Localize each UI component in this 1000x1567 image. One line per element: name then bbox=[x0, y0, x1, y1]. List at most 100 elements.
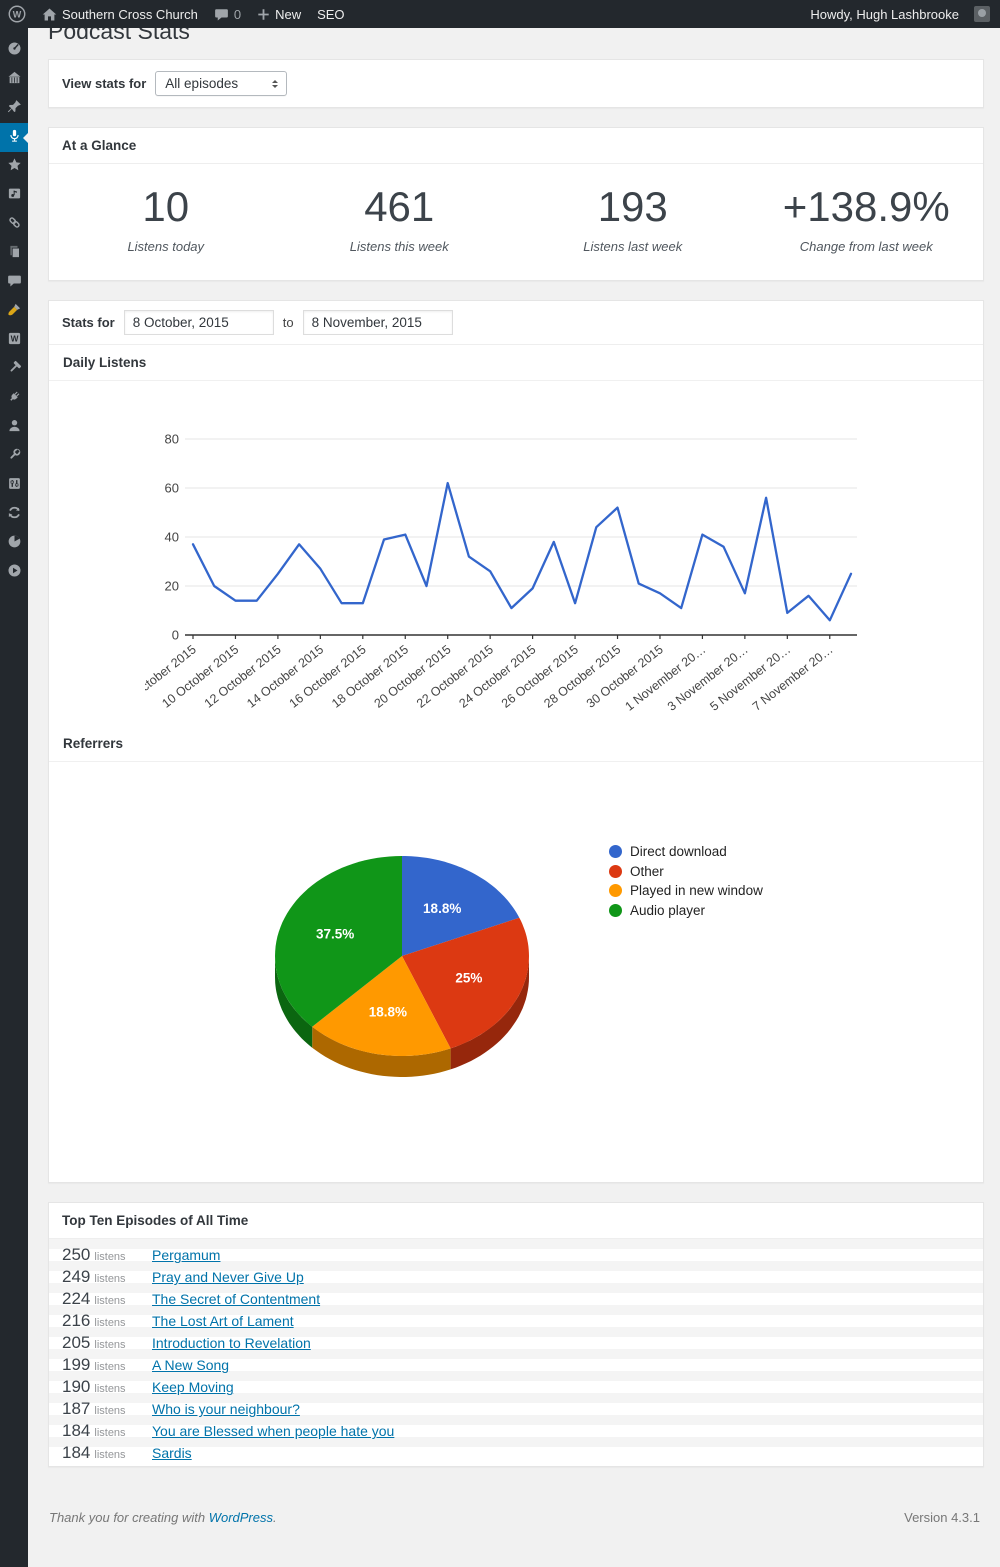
footer-thanks-text: Thank you for creating with bbox=[49, 1510, 206, 1526]
svg-text:25%: 25% bbox=[455, 970, 482, 985]
svg-text:10 October 2015: 10 October 2015 bbox=[159, 642, 241, 710]
new-content-menu[interactable]: New bbox=[249, 0, 309, 28]
seo-label: SEO bbox=[317, 6, 345, 22]
legend-dot-icon bbox=[609, 845, 622, 859]
comment-bubble-icon bbox=[214, 7, 229, 22]
pie-legend: Direct download Other Played in new window… bbox=[609, 842, 763, 920]
sidebar-item-podcast[interactable] bbox=[0, 123, 28, 152]
plus-icon bbox=[257, 8, 270, 21]
date-range-row: Stats for to bbox=[49, 301, 983, 346]
sidebar-item-tools[interactable] bbox=[0, 442, 28, 471]
glance-panel: At a Glance 10 Listens today 461 Listens th… bbox=[48, 127, 984, 282]
sidebar-item-media[interactable] bbox=[0, 181, 28, 210]
wordpress-link[interactable]: WordPress bbox=[208, 1510, 273, 1526]
topten-row: 184 listens You are Blessed when people ha… bbox=[49, 1415, 983, 1441]
topten-title: Top Ten Episodes of All Time bbox=[49, 1203, 983, 1240]
sidebar-item-pages[interactable] bbox=[0, 239, 28, 268]
episode-link[interactable]: Who is your neighbour? bbox=[152, 1401, 300, 1418]
stats-pie-icon bbox=[7, 534, 22, 554]
topten-row: 216 listens The Lost Art of Lament bbox=[49, 1305, 983, 1330]
listen-count: 216 listens bbox=[62, 1311, 152, 1331]
glance-label: Listens this week bbox=[349, 239, 449, 255]
sidebar-item-sync[interactable] bbox=[0, 500, 28, 529]
episode-link[interactable]: You are Blessed when people hate you bbox=[152, 1423, 395, 1440]
video-play-icon bbox=[7, 563, 22, 583]
sidebar-item-church[interactable] bbox=[0, 65, 28, 94]
listen-count-unit: listens bbox=[94, 1273, 126, 1286]
site-name-link[interactable]: Southern Cross Church bbox=[34, 0, 206, 28]
listen-count-unit: listens bbox=[94, 1449, 126, 1462]
account-menu[interactable]: Howdy, Hugh Lashbrooke bbox=[802, 7, 967, 22]
svg-text:16 October 2015: 16 October 2015 bbox=[287, 642, 369, 710]
users-icon bbox=[7, 418, 22, 438]
sidebar-item-links[interactable] bbox=[0, 210, 28, 239]
settings-sliders-icon bbox=[7, 476, 22, 496]
listen-count: 224 listens bbox=[62, 1289, 152, 1309]
episode-select[interactable]: All episodes bbox=[155, 71, 288, 96]
topten-row: 224 listens The Secret of Contentment bbox=[49, 1283, 983, 1308]
start-date-input[interactable] bbox=[123, 310, 274, 336]
glance-title: At a Glance bbox=[49, 128, 983, 164]
sidebar-item-video[interactable] bbox=[0, 558, 28, 587]
listen-count-unit: listens bbox=[94, 1405, 126, 1418]
episode-link[interactable]: Sardis bbox=[152, 1445, 192, 1462]
sidebar-item-posts[interactable] bbox=[0, 94, 28, 123]
svg-text:W: W bbox=[10, 334, 18, 343]
footer-version: Version 4.3.1 bbox=[904, 1510, 980, 1526]
listen-count-number: 224 bbox=[62, 1289, 91, 1309]
podcast-microphone-icon bbox=[7, 128, 22, 148]
sidebar-item-plugins[interactable] bbox=[0, 384, 28, 413]
sidebar-item-hammer[interactable] bbox=[0, 355, 28, 384]
episode-link[interactable]: The Lost Art of Lament bbox=[152, 1313, 294, 1330]
episode-link[interactable]: The Secret of Contentment bbox=[152, 1291, 321, 1308]
sidebar-item-settings[interactable] bbox=[0, 471, 28, 500]
hammer-icon bbox=[7, 360, 22, 380]
referrers-chart: 18.8% 25% 18.8% 37.5% Direct download Other P… bbox=[49, 762, 983, 1182]
legend-label: Audio player bbox=[630, 902, 706, 918]
topten-row: 190 listens Keep Moving bbox=[49, 1371, 983, 1396]
glance-value: 193 bbox=[597, 183, 668, 230]
svg-text:W: W bbox=[13, 10, 22, 20]
topten-row: 250 listens Pergamum bbox=[49, 1239, 983, 1264]
listen-count: 199 listens bbox=[62, 1355, 152, 1375]
sync-arrows-icon bbox=[7, 505, 22, 525]
glance-stat: 461 Listens this week bbox=[283, 183, 517, 255]
episode-link[interactable]: Pergamum bbox=[152, 1247, 221, 1264]
listen-count: 187 listens bbox=[62, 1399, 152, 1419]
seo-menu[interactable]: SEO bbox=[309, 0, 352, 28]
topten-panel: Top Ten Episodes of All Time 250 listens P… bbox=[48, 1202, 984, 1468]
sidebar-item-w-plugin[interactable]: W bbox=[0, 326, 28, 355]
topten-row: 184 listens Sardis bbox=[49, 1437, 983, 1462]
appearance-brush-icon bbox=[7, 302, 22, 322]
svg-text:40: 40 bbox=[165, 530, 179, 545]
listen-count-unit: listens bbox=[94, 1339, 126, 1352]
episode-link[interactable]: Pray and Never Give Up bbox=[152, 1269, 304, 1286]
episode-select-value: All episodes bbox=[165, 76, 239, 91]
admin-side-menu: W bbox=[0, 28, 28, 1567]
svg-text:24 October 2015: 24 October 2015 bbox=[456, 642, 538, 710]
listen-count-number: 187 bbox=[62, 1399, 91, 1419]
listen-count-number: 184 bbox=[62, 1421, 91, 1441]
site-name: Southern Cross Church bbox=[62, 6, 198, 22]
episode-link[interactable]: Introduction to Revelation bbox=[152, 1335, 311, 1352]
sidebar-item-users[interactable] bbox=[0, 413, 28, 442]
svg-text:14 October 2015: 14 October 2015 bbox=[244, 642, 326, 710]
sidebar-item-star[interactable] bbox=[0, 152, 28, 181]
topten-row: 205 listens Introduction to Revelation bbox=[49, 1327, 983, 1352]
user-avatar[interactable] bbox=[974, 6, 990, 22]
episode-link[interactable]: Keep Moving bbox=[152, 1379, 234, 1396]
tools-wrench-icon bbox=[7, 447, 22, 467]
legend-item: Audio player bbox=[609, 901, 763, 921]
new-label: New bbox=[275, 6, 302, 22]
sidebar-item-dashboard[interactable] bbox=[0, 36, 28, 65]
episode-link[interactable]: A New Song bbox=[152, 1357, 230, 1374]
referrers-title: Referrers bbox=[49, 726, 983, 763]
sidebar-item-stats[interactable] bbox=[0, 529, 28, 558]
comments-admin-link[interactable]: 0 bbox=[206, 0, 249, 28]
end-date-input[interactable] bbox=[302, 310, 453, 336]
pages-icon bbox=[7, 244, 22, 264]
sidebar-item-comments[interactable] bbox=[0, 268, 28, 297]
sidebar-item-appearance[interactable] bbox=[0, 297, 28, 326]
wordpress-logo-menu[interactable]: W bbox=[0, 0, 34, 28]
w-plugin-icon: W bbox=[7, 331, 22, 351]
